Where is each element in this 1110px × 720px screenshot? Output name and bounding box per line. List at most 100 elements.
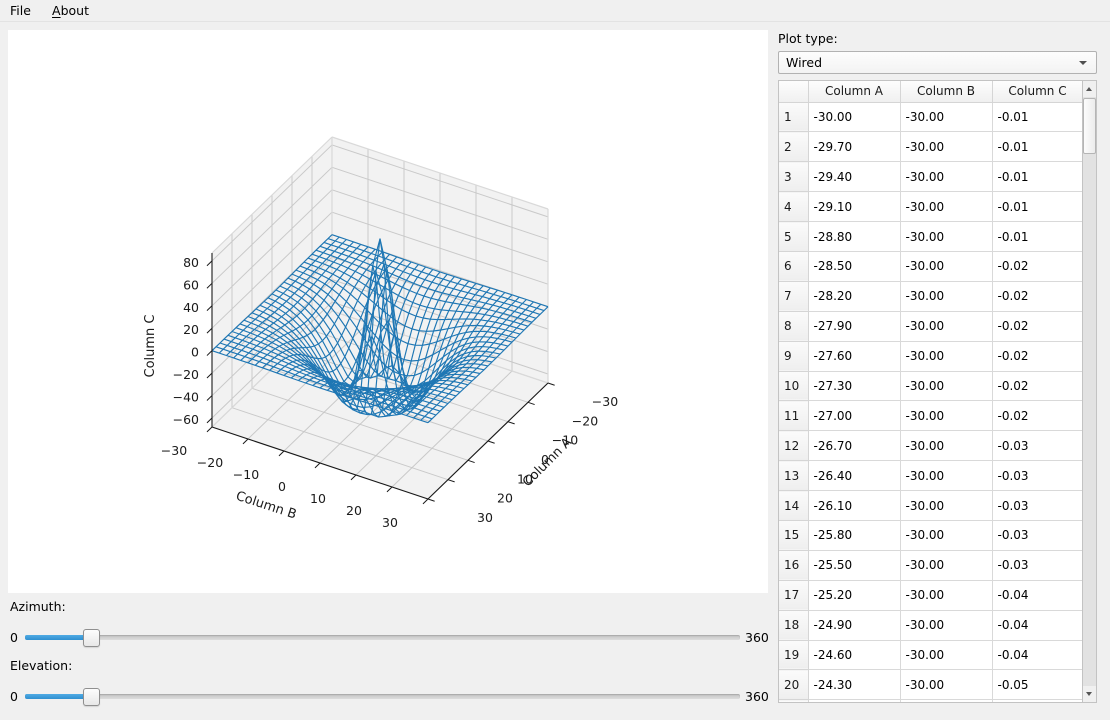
table-cell[interactable]: -26.40 <box>807 460 901 492</box>
table-cell[interactable]: -0.02 <box>991 400 1083 432</box>
table-cell[interactable]: -0.01 <box>991 221 1083 252</box>
table-cell[interactable]: -28.50 <box>807 250 901 282</box>
table-cell[interactable]: -0.02 <box>991 250 1083 282</box>
row-number-cell[interactable]: 9 <box>779 340 809 372</box>
column-header-a[interactable]: Column A <box>807 81 901 103</box>
table-cell[interactable]: -29.70 <box>807 131 901 163</box>
column-header-c[interactable]: Column C <box>991 81 1083 103</box>
scrollbar-down-button[interactable] <box>1083 686 1096 702</box>
table-cell[interactable]: -0.03 <box>991 460 1083 492</box>
table-cell[interactable]: -30.00 <box>899 340 993 372</box>
table-cell[interactable]: -0.03 <box>991 519 1083 551</box>
menu-file[interactable]: File <box>10 3 31 18</box>
row-number-cell[interactable]: 8 <box>779 310 809 342</box>
row-number-cell[interactable]: 11 <box>779 400 809 432</box>
table-cell[interactable]: -28.80 <box>807 221 901 252</box>
table-cell[interactable]: -27.30 <box>807 370 901 402</box>
table-cell[interactable]: -30.00 <box>899 519 993 551</box>
column-header-b[interactable]: Column B <box>899 81 993 103</box>
table-cell[interactable]: -0.04 <box>991 639 1083 671</box>
table-cell[interactable]: -26.70 <box>807 430 901 462</box>
scrollbar-up-button[interactable] <box>1083 81 1096 97</box>
table-cell[interactable]: -25.20 <box>807 579 901 611</box>
table-cell[interactable]: -0.02 <box>991 340 1083 372</box>
row-number-cell[interactable] <box>779 699 809 702</box>
elevation-slider-handle[interactable] <box>83 688 101 706</box>
table-cell[interactable]: -0.01 <box>991 131 1083 163</box>
elevation-slider-track[interactable] <box>25 694 740 699</box>
scrollbar-thumb[interactable] <box>1083 98 1096 154</box>
azimuth-slider-track[interactable] <box>25 635 740 640</box>
table-cell[interactable]: -30.00 <box>899 549 993 581</box>
table-cell[interactable]: -0.02 <box>991 280 1083 312</box>
table-cell[interactable]: -30.00 <box>899 400 993 432</box>
table-cell[interactable]: -0.03 <box>991 549 1083 581</box>
table-scrollbar[interactable] <box>1082 80 1097 703</box>
row-number-cell[interactable]: 3 <box>779 161 809 193</box>
azimuth-slider-handle[interactable] <box>83 629 101 647</box>
table-cell[interactable]: -30.00 <box>899 250 993 282</box>
azimuth-slider[interactable] <box>25 629 740 647</box>
row-number-cell[interactable]: 10 <box>779 370 809 402</box>
row-number-cell[interactable]: 15 <box>779 519 809 551</box>
table-cell[interactable]: -0.01 <box>991 101 1083 133</box>
table-cell[interactable]: -27.60 <box>807 340 901 372</box>
row-number-cell[interactable]: 12 <box>779 430 809 462</box>
row-number-cell[interactable]: 19 <box>779 639 809 671</box>
table-cell[interactable]: -30.00 <box>899 101 993 133</box>
row-number-cell[interactable]: 17 <box>779 579 809 611</box>
row-number-cell[interactable]: 20 <box>779 669 809 701</box>
table-cell[interactable]: -30.00 <box>899 161 993 193</box>
table-cell[interactable]: -30.00 <box>899 609 993 641</box>
table-cell[interactable]: -0.03 <box>991 490 1083 521</box>
table-cell[interactable]: -27.00 <box>807 400 901 432</box>
table-cell[interactable]: -0.02 <box>991 310 1083 342</box>
table-cell[interactable]: -30.00 <box>899 370 993 402</box>
table-cell[interactable]: -0.02 <box>991 370 1083 402</box>
table-cell[interactable]: -30.00 <box>899 460 993 492</box>
row-number-cell[interactable]: 16 <box>779 549 809 581</box>
table-cell[interactable]: -29.40 <box>807 161 901 193</box>
table-cell[interactable]: -25.80 <box>807 519 901 551</box>
menu-about[interactable]: About <box>52 3 89 18</box>
table-cell[interactable]: -0.04 <box>991 609 1083 641</box>
table-cell[interactable]: -24.30 <box>807 669 901 701</box>
table-cell[interactable]: -30.00 <box>899 490 993 521</box>
table-cell[interactable]: -30.00 <box>899 579 993 611</box>
row-number-cell[interactable]: 1 <box>779 101 809 133</box>
table-cell[interactable]: -27.90 <box>807 310 901 342</box>
row-number-cell[interactable]: 6 <box>779 250 809 282</box>
table-cell[interactable]: -0.01 <box>991 191 1083 223</box>
row-number-cell[interactable]: 14 <box>779 490 809 521</box>
table-cell[interactable]: -0.04 <box>991 579 1083 611</box>
table-cell[interactable] <box>991 699 1083 702</box>
row-number-cell[interactable]: 5 <box>779 221 809 252</box>
table-cell[interactable]: -30.00 <box>899 310 993 342</box>
row-number-cell[interactable]: 18 <box>779 609 809 641</box>
table-cell[interactable]: -0.01 <box>991 161 1083 193</box>
table-cell[interactable]: -24.60 <box>807 639 901 671</box>
table-cell[interactable]: -25.50 <box>807 549 901 581</box>
table-cell[interactable]: -30.00 <box>899 639 993 671</box>
table-cell[interactable]: -28.20 <box>807 280 901 312</box>
plot-type-combobox[interactable]: Wired <box>778 51 1097 74</box>
table-cell[interactable] <box>807 699 901 702</box>
row-number-cell[interactable]: 2 <box>779 131 809 163</box>
table-cell[interactable]: -0.05 <box>991 669 1083 701</box>
table-cell[interactable]: -24.90 <box>807 609 901 641</box>
table-cell[interactable]: -30.00 <box>807 101 901 133</box>
row-number-cell[interactable]: 13 <box>779 460 809 492</box>
elevation-slider[interactable] <box>25 688 740 706</box>
table-cell[interactable]: -29.10 <box>807 191 901 223</box>
table-cell[interactable]: -30.00 <box>899 280 993 312</box>
table-cell[interactable] <box>899 699 993 702</box>
row-number-cell[interactable]: 7 <box>779 280 809 312</box>
table-cell[interactable]: -30.00 <box>899 221 993 252</box>
table-cell[interactable]: -30.00 <box>899 669 993 701</box>
table-cell[interactable]: -30.00 <box>899 191 993 223</box>
table-corner-cell[interactable] <box>779 81 809 103</box>
table-cell[interactable]: -26.10 <box>807 490 901 521</box>
table-cell[interactable]: -0.03 <box>991 430 1083 462</box>
table-cell[interactable]: -30.00 <box>899 430 993 462</box>
row-number-cell[interactable]: 4 <box>779 191 809 223</box>
